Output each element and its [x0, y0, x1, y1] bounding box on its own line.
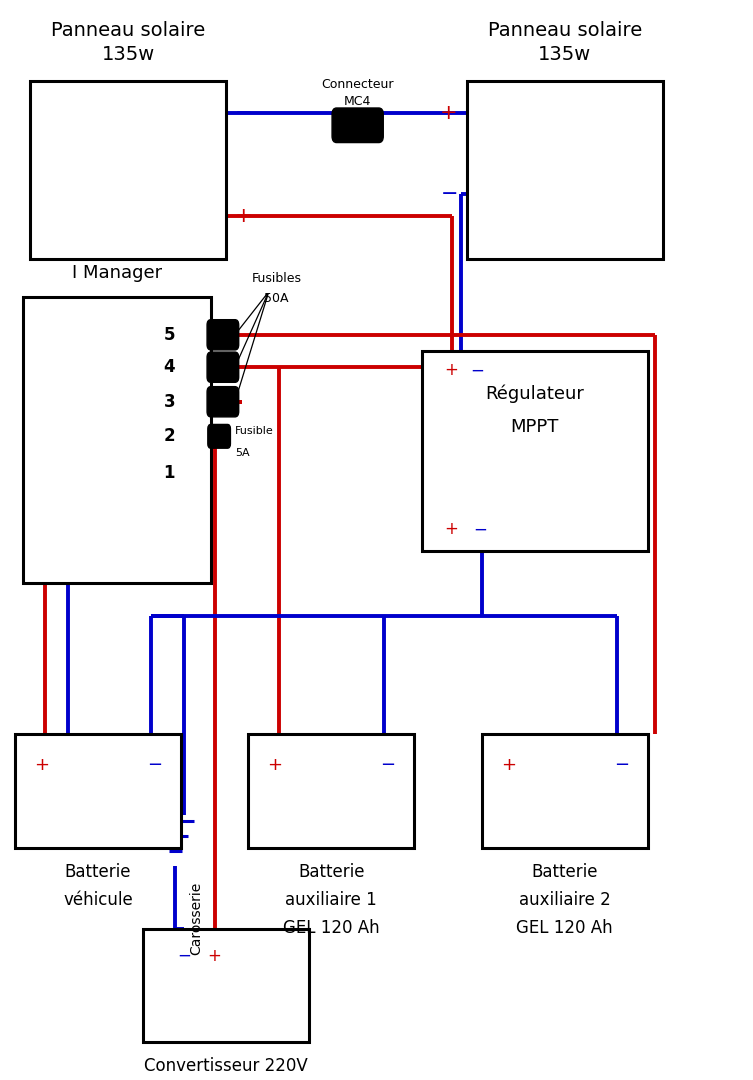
Text: −: −: [473, 521, 486, 538]
Text: −: −: [380, 756, 395, 773]
Text: Panneau solaire: Panneau solaire: [488, 21, 642, 40]
Text: −: −: [178, 947, 191, 964]
Text: Régulateur: Régulateur: [485, 384, 584, 404]
Text: +: +: [208, 947, 221, 964]
Text: Batterie: Batterie: [65, 863, 131, 880]
Text: 1: 1: [163, 464, 175, 482]
Text: 2: 2: [163, 428, 175, 445]
Text: −: −: [471, 362, 484, 379]
Text: MPPT: MPPT: [511, 418, 559, 435]
Text: 5: 5: [163, 326, 175, 343]
Text: Carosserie: Carosserie: [189, 881, 203, 955]
Text: 5A: 5A: [235, 447, 249, 458]
Text: +: +: [441, 104, 458, 123]
Bar: [467, 81, 663, 259]
Bar: [422, 351, 648, 551]
Text: Connecteur: Connecteur: [322, 78, 394, 91]
Text: 135w: 135w: [538, 44, 591, 64]
FancyBboxPatch shape: [207, 320, 239, 350]
Text: GEL 120 Ah: GEL 120 Ah: [517, 919, 613, 936]
Text: 3: 3: [163, 393, 175, 410]
Text: auxiliaire 2: auxiliaire 2: [519, 891, 611, 908]
Bar: [248, 734, 414, 848]
Text: −: −: [147, 756, 162, 773]
Text: I Manager: I Manager: [72, 265, 162, 282]
Text: 135w: 135w: [102, 44, 154, 64]
Text: MC4: MC4: [344, 95, 371, 108]
Text: +: +: [235, 206, 252, 226]
Text: 50A: 50A: [264, 292, 288, 305]
Bar: [30, 81, 226, 259]
Bar: [15, 734, 181, 848]
Text: +: +: [34, 756, 49, 773]
Text: +: +: [501, 756, 516, 773]
Text: −: −: [441, 185, 458, 204]
FancyBboxPatch shape: [207, 387, 239, 417]
Text: véhicule: véhicule: [63, 891, 133, 908]
Text: +: +: [444, 362, 458, 379]
Text: Fusible: Fusible: [235, 426, 273, 436]
Text: −: −: [614, 756, 629, 773]
Text: GEL 120 Ah: GEL 120 Ah: [283, 919, 380, 936]
Bar: [23, 297, 211, 583]
Text: 4: 4: [163, 359, 175, 376]
FancyBboxPatch shape: [208, 424, 230, 448]
Text: Fusibles: Fusibles: [252, 272, 301, 285]
Text: +: +: [444, 521, 458, 538]
Text: Batterie: Batterie: [298, 863, 364, 880]
Text: Panneau solaire: Panneau solaire: [51, 21, 205, 40]
Bar: [143, 929, 309, 1042]
Text: +: +: [267, 756, 282, 773]
Text: −: −: [235, 104, 252, 123]
FancyBboxPatch shape: [207, 352, 239, 382]
Text: auxiliaire 1: auxiliaire 1: [285, 891, 377, 908]
Bar: [482, 734, 648, 848]
FancyBboxPatch shape: [332, 108, 383, 143]
Text: Convertisseur 220V: Convertisseur 220V: [144, 1057, 308, 1075]
Text: Batterie: Batterie: [532, 863, 598, 880]
